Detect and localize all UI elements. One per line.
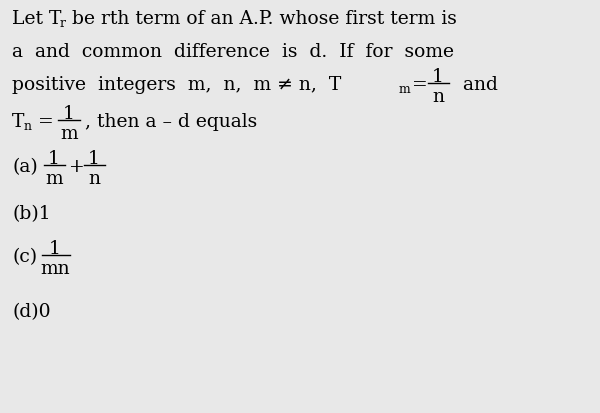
Text: 1: 1 (48, 150, 60, 168)
Text: , then a – d equals: , then a – d equals (85, 113, 257, 131)
Text: +: + (69, 158, 85, 176)
Text: 1: 1 (49, 240, 61, 258)
Text: m: m (399, 83, 411, 96)
Text: (c): (c) (12, 248, 37, 266)
Text: be rth term of an A.P. whose first term is: be rth term of an A.P. whose first term … (66, 10, 457, 28)
Text: (d)0: (d)0 (12, 303, 50, 321)
Text: T: T (12, 113, 25, 131)
Text: =: = (406, 76, 428, 94)
Text: (b)1: (b)1 (12, 205, 50, 223)
Text: n: n (24, 120, 32, 133)
Text: 1: 1 (432, 68, 444, 86)
Text: =: = (32, 113, 54, 131)
Text: a  and  common  difference  is  d.  If  for  some: a and common difference is d. If for som… (12, 43, 454, 61)
Text: m: m (60, 125, 78, 143)
Text: and: and (457, 76, 498, 94)
Text: 1: 1 (88, 150, 100, 168)
Text: m: m (45, 170, 63, 188)
Text: positive  integers  m,  n,  m ≠ n,  T: positive integers m, n, m ≠ n, T (12, 76, 341, 94)
Text: mn: mn (40, 260, 70, 278)
Text: n: n (88, 170, 100, 188)
Text: r: r (60, 17, 66, 30)
Text: 1: 1 (63, 105, 75, 123)
Text: (a): (a) (12, 158, 38, 176)
Text: n: n (432, 88, 444, 106)
Text: Let T: Let T (12, 10, 61, 28)
